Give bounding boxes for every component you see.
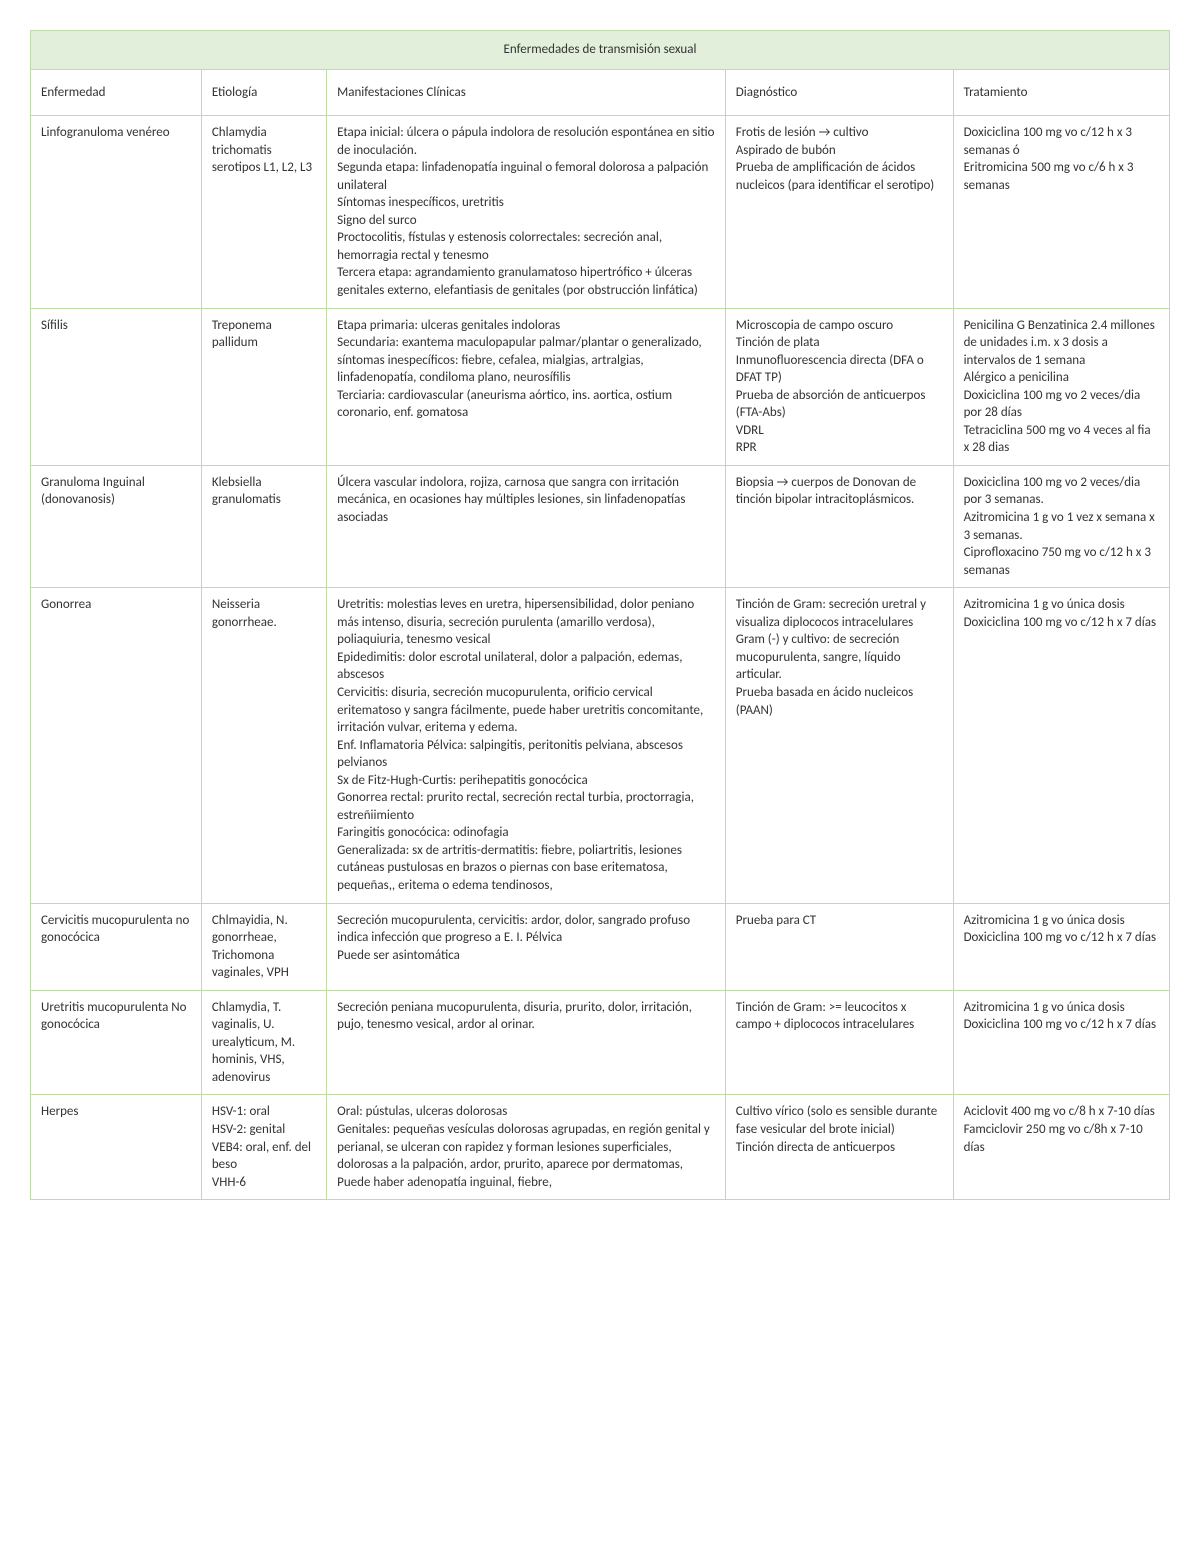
cell-etiologia: HSV-1: oral HSV-2: genital VEB4: oral, e… [201,1095,326,1200]
cell-diagnostico: Frotis de lesión → cultivo Aspirado de b… [725,116,953,308]
cell-enfermedad: Linfogranuloma venéreo [31,116,202,308]
cell-tratamiento: Doxiciclina 100 mg vo c/12 h x 3 semanas… [953,116,1169,308]
cell-etiologia: Chlamydia trichomatis serotipos L1, L2, … [201,116,326,308]
cell-manifestaciones: Etapa inicial: úlcera o pápula indolora … [327,116,726,308]
table-title: Enfermedades de transmisión sexual [31,31,1170,70]
cell-tratamiento: Penicilina G Benzatinica 2.4 millones de… [953,308,1169,465]
cell-tratamiento: Azitromicina 1 g vo única dosis Doxicicl… [953,990,1169,1095]
cell-etiologia: Klebsiella granulomatis [201,465,326,587]
cell-manifestaciones: Oral: pústulas, ulceras dolorosas Genita… [327,1095,726,1200]
cell-enfermedad: Uretritis mucopurulenta No gonocócica [31,990,202,1095]
cell-etiologia: Chlmayidia, N. gonorrheae, Trichomona va… [201,903,326,990]
table-row: Uretritis mucopurulenta No gonocócicaChl… [31,990,1170,1095]
cell-diagnostico: Biopsia → cuerpos de Donovan de tinción … [725,465,953,587]
cell-manifestaciones: Secreción mucopurulenta, cervicitis: ard… [327,903,726,990]
table-row: Granuloma Inguinal (donovanosis)Klebsiel… [31,465,1170,587]
cell-enfermedad: Herpes [31,1095,202,1200]
header-row: Enfermedad Etiología Manifestaciones Clí… [31,69,1170,116]
col-etiologia: Etiología [201,69,326,116]
col-diagnostico: Diagnóstico [725,69,953,116]
cell-diagnostico: Tinción de Gram: >= leucocitos x campo +… [725,990,953,1095]
cell-enfermedad: Granuloma Inguinal (donovanosis) [31,465,202,587]
cell-manifestaciones: Úlcera vascular indolora, rojiza, carnos… [327,465,726,587]
title-row: Enfermedades de transmisión sexual [31,31,1170,70]
cell-etiologia: Neisseria gonorrheae. [201,588,326,903]
cell-manifestaciones: Secreción peniana mucopurulenta, disuria… [327,990,726,1095]
col-manifestaciones: Manifestaciones Clínicas [327,69,726,116]
cell-diagnostico: Prueba para CT [725,903,953,990]
cell-tratamiento: Aciclovit 400 mg vo c/8 h x 7-10 días Fa… [953,1095,1169,1200]
col-tratamiento: Tratamiento [953,69,1169,116]
cell-manifestaciones: Etapa primaria: ulceras genitales indolo… [327,308,726,465]
table-row: HerpesHSV-1: oral HSV-2: genital VEB4: o… [31,1095,1170,1200]
table-row: GonorreaNeisseria gonorrheae.Uretritis: … [31,588,1170,903]
cell-diagnostico: Tinción de Gram: secreción uretral y vis… [725,588,953,903]
cell-diagnostico: Cultivo vírico (solo es sensible durante… [725,1095,953,1200]
cell-etiologia: Treponema pallidum [201,308,326,465]
table-row: SífilisTreponema pallidumEtapa primaria:… [31,308,1170,465]
cell-enfermedad: Gonorrea [31,588,202,903]
table-row: Cervicitis mucopurulenta no gonocócicaCh… [31,903,1170,990]
table-row: Linfogranuloma venéreoChlamydia trichoma… [31,116,1170,308]
cell-diagnostico: Microscopia de campo oscuro Tinción de p… [725,308,953,465]
cell-tratamiento: Azitromicina 1 g vo única dosis Doxicicl… [953,903,1169,990]
cell-enfermedad: Sífilis [31,308,202,465]
cell-tratamiento: Azitromicina 1 g vo única dosis Doxicicl… [953,588,1169,903]
cell-tratamiento: Doxiciclina 100 mg vo 2 veces/dia por 3 … [953,465,1169,587]
cell-enfermedad: Cervicitis mucopurulenta no gonocócica [31,903,202,990]
sti-table: Enfermedades de transmisión sexual Enfer… [30,30,1170,1200]
cell-etiologia: Chlamydia, T. vaginalis, U. urealyticum,… [201,990,326,1095]
col-enfermedad: Enfermedad [31,69,202,116]
cell-manifestaciones: Uretritis: molestias leves en uretra, hi… [327,588,726,903]
